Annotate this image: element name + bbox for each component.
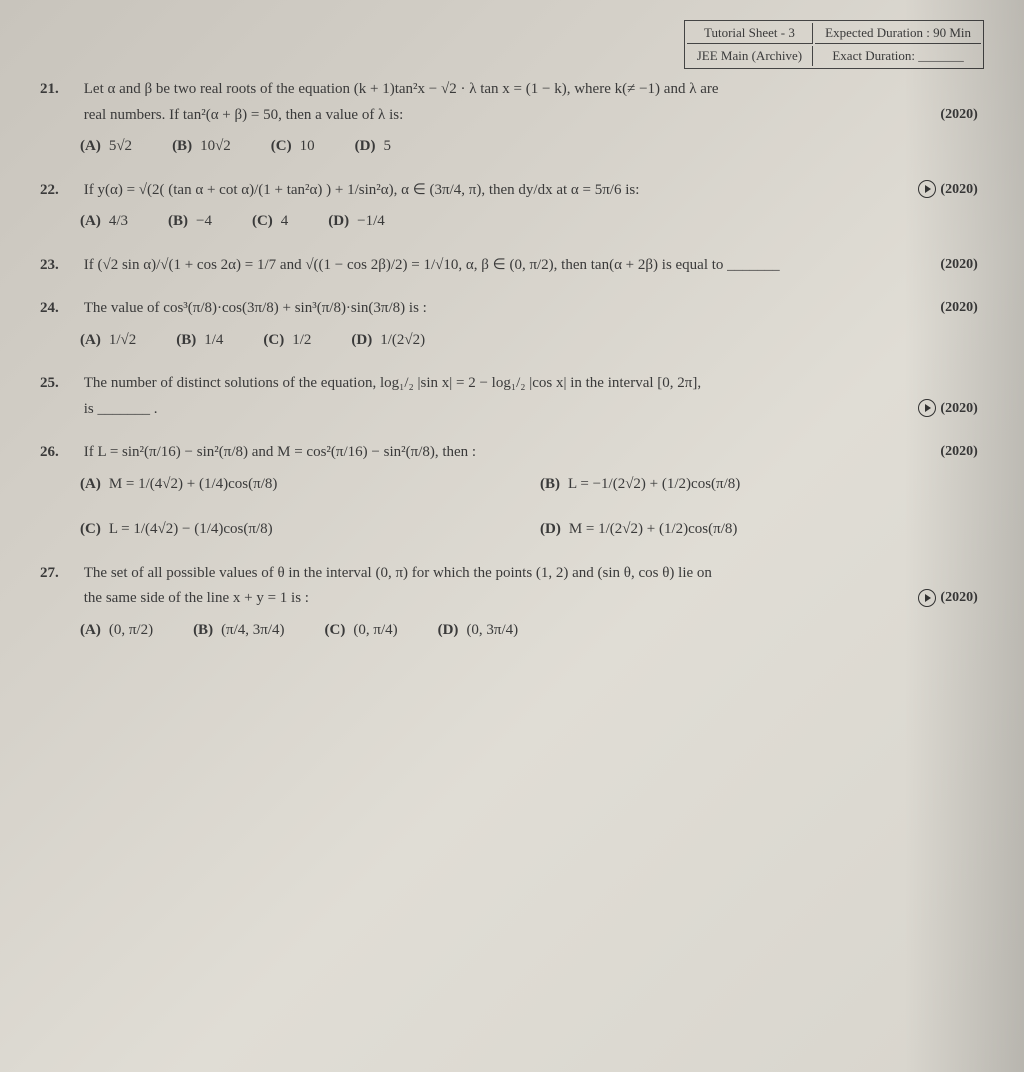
q25-text1: The number of distinct solutions of the … <box>84 375 701 391</box>
q22-options: (A) 4/3 (B) −4 (C) 4 (D) −1/4 <box>80 209 984 235</box>
q26-number: 26. <box>40 440 80 466</box>
q24-text: The value of cos³(π/8)·cos(3π/8) + sin³(… <box>84 300 427 316</box>
q23-text: If (√2 sin α)/√(1 + cos 2α) = 1/7 and √(… <box>84 257 780 273</box>
question-27: 27. The set of all possible values of θ … <box>40 561 984 644</box>
question-24: 24. The value of cos³(π/8)·cos(3π/8) + s… <box>40 296 984 353</box>
q26-year: (2020) <box>940 440 977 464</box>
q26-optA: (A) M = 1/(4√2) + (1/4)cos(π/8) <box>80 472 460 498</box>
q21-options: (A) 5√2 (B) 10√2 (C) 10 (D) 5 <box>80 134 984 160</box>
q25-number: 25. <box>40 371 80 397</box>
q22-year: (2020) <box>918 178 977 202</box>
q27-optC: (C) (0, π/4) <box>325 618 398 644</box>
q22-optD: (D) −1/4 <box>328 209 384 235</box>
q22-optA: (A) 4/3 <box>80 209 128 235</box>
q25-body: The number of distinct solutions of the … <box>84 371 978 422</box>
q21-optA: (A) 5√2 <box>80 134 132 160</box>
q22-number: 22. <box>40 178 80 204</box>
q21-optB: (B) 10√2 <box>172 134 231 160</box>
q23-year: (2020) <box>940 253 977 277</box>
q24-body: The value of cos³(π/8)·cos(3π/8) + sin³(… <box>84 296 978 322</box>
q24-optC: (C) 1/2 <box>263 328 311 354</box>
q26-body: If L = sin²(π/16) − sin²(π/8) and M = co… <box>84 440 978 466</box>
q26-options: (A) M = 1/(4√2) + (1/4)cos(π/8) (B) L = … <box>80 472 984 543</box>
q26-optB: (B) L = −1/(2√2) + (1/2)cos(π/8) <box>540 472 920 498</box>
q21-year: (2020) <box>940 103 977 127</box>
q22-body: If y(α) = √(2( (tan α + cot α)/(1 + tan²… <box>84 178 978 204</box>
q25-text2: is _______ . <box>84 401 158 417</box>
q24-optD: (D) 1/(2√2) <box>351 328 425 354</box>
q23-body: If (√2 sin α)/√(1 + cos 2α) = 1/7 and √(… <box>84 253 978 279</box>
header-sheet: Tutorial Sheet - 3 <box>687 23 813 44</box>
header-expected: Expected Duration : 90 Min <box>815 23 981 44</box>
question-22: 22. If y(α) = √(2( (tan α + cot α)/(1 + … <box>40 178 984 235</box>
q27-text1: The set of all possible values of θ in t… <box>84 565 712 581</box>
q27-number: 27. <box>40 561 80 587</box>
header-main: JEE Main (Archive) <box>687 46 813 66</box>
play-icon <box>918 180 936 198</box>
q24-optA: (A) 1/√2 <box>80 328 136 354</box>
q23-number: 23. <box>40 253 80 279</box>
q24-options: (A) 1/√2 (B) 1/4 (C) 1/2 (D) 1/(2√2) <box>80 328 984 354</box>
q26-text: If L = sin²(π/16) − sin²(π/8) and M = co… <box>84 444 476 460</box>
q21-text1: Let α and β be two real roots of the equ… <box>84 81 719 97</box>
q27-text2: the same side of the line x + y = 1 is : <box>84 590 309 606</box>
q22-optB: (B) −4 <box>168 209 212 235</box>
q22-text: If y(α) = √(2( (tan α + cot α)/(1 + tan²… <box>84 182 640 198</box>
q27-options: (A) (0, π/2) (B) (π/4, 3π/4) (C) (0, π/4… <box>80 618 984 644</box>
q22-optC: (C) 4 <box>252 209 288 235</box>
question-25: 25. The number of distinct solutions of … <box>40 371 984 422</box>
q27-year: (2020) <box>918 586 977 610</box>
header-exact: Exact Duration: _______ <box>815 46 981 66</box>
q24-year: (2020) <box>940 296 977 320</box>
q21-optC: (C) 10 <box>271 134 315 160</box>
question-26: 26. If L = sin²(π/16) − sin²(π/8) and M … <box>40 440 984 543</box>
q26-optC: (C) L = 1/(4√2) − (1/4)cos(π/8) <box>80 517 460 543</box>
q25-year: (2020) <box>918 397 977 421</box>
q21-number: 21. <box>40 77 80 103</box>
question-21: 21. Let α and β be two real roots of the… <box>40 77 984 160</box>
q27-optD: (D) (0, 3π/4) <box>438 618 519 644</box>
q24-number: 24. <box>40 296 80 322</box>
q21-body: Let α and β be two real roots of the equ… <box>84 77 978 128</box>
play-icon <box>918 589 936 607</box>
q27-optB: (B) (π/4, 3π/4) <box>193 618 284 644</box>
q21-text2: real numbers. If tan²(α + β) = 50, then … <box>84 107 404 123</box>
header-table: Tutorial Sheet - 3 Expected Duration : 9… <box>684 20 984 69</box>
q26-optD: (D) M = 1/(2√2) + (1/2)cos(π/8) <box>540 517 920 543</box>
play-icon <box>918 399 936 417</box>
sheet-header: Tutorial Sheet - 3 Expected Duration : 9… <box>40 20 984 69</box>
q27-optA: (A) (0, π/2) <box>80 618 153 644</box>
q27-body: The set of all possible values of θ in t… <box>84 561 978 612</box>
q21-optD: (D) 5 <box>355 134 391 160</box>
q24-optB: (B) 1/4 <box>176 328 223 354</box>
question-23: 23. If (√2 sin α)/√(1 + cos 2α) = 1/7 an… <box>40 253 984 279</box>
